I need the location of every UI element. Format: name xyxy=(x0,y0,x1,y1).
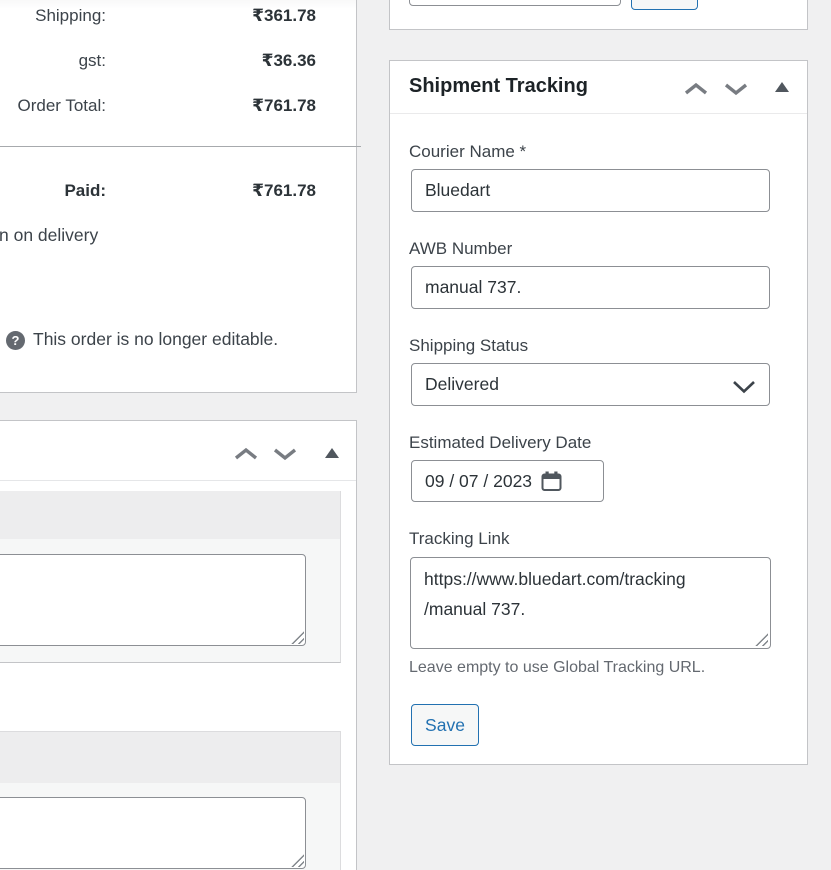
field-value-textarea-1[interactable] xyxy=(0,554,306,646)
chevron-down-icon xyxy=(732,378,756,399)
totals-divider xyxy=(0,146,361,147)
move-down-icon[interactable] xyxy=(272,446,298,462)
order-not-editable-notice: This order is no longer editable. xyxy=(33,329,279,349)
shipping-value: ₹361.78 xyxy=(252,6,316,25)
top-action-button[interactable] xyxy=(631,0,698,10)
field-value-textarea-2[interactable] xyxy=(0,797,306,869)
fields-table-header-2 xyxy=(0,732,340,783)
delivery-date-label: Estimated Delivery Date xyxy=(409,433,592,452)
order-total-value: ₹761.78 xyxy=(252,96,316,115)
left-metabox-header xyxy=(0,421,356,481)
delivery-date-value: 09 / 07 / 2023 xyxy=(425,470,533,491)
order-totals-panel: Shipping: ₹361.78 gst: ₹36.36 Order Tota… xyxy=(0,0,361,393)
delivery-date-input[interactable]: 09 / 07 / 2023 xyxy=(411,460,604,502)
shipping-label: Shipping: xyxy=(35,6,106,25)
shipping-status-value: Delivered xyxy=(425,374,499,394)
calendar-icon[interactable] xyxy=(541,471,562,492)
shipping-status-select[interactable]: Delivered xyxy=(411,363,770,406)
panel-title: Shipment Tracking xyxy=(409,75,588,97)
fields-table-header xyxy=(0,491,340,539)
shipment-tracking-panel: Shipment Tracking Courier Name * AWB Num… xyxy=(389,60,808,765)
move-up-icon[interactable] xyxy=(233,446,259,462)
order-total-label: Order Total: xyxy=(17,96,106,115)
collapse-toggle-icon[interactable] xyxy=(325,448,339,458)
awb-number-input[interactable] xyxy=(411,266,770,309)
collapse-toggle-icon[interactable] xyxy=(775,82,789,92)
tracking-link-help-text: Leave empty to use Global Tracking URL. xyxy=(409,659,706,676)
shipment-tracking-header: Shipment Tracking xyxy=(390,61,807,114)
gst-value: ₹36.36 xyxy=(261,51,316,70)
help-icon[interactable]: ? xyxy=(6,331,25,350)
move-down-icon[interactable] xyxy=(723,81,749,97)
top-text-input[interactable] xyxy=(409,0,621,6)
courier-name-input[interactable] xyxy=(411,169,770,212)
tracking-link-line1: https://www.bluedart.com/tracking xyxy=(424,569,686,589)
left-metabox-panel xyxy=(0,420,357,870)
move-up-icon[interactable] xyxy=(683,81,709,97)
tracking-link-textarea[interactable]: https://www.bluedart.com/tracking /manua… xyxy=(410,557,771,649)
resize-handle-icon[interactable] xyxy=(755,633,768,646)
courier-name-label: Courier Name * xyxy=(409,142,527,161)
save-button[interactable]: Save xyxy=(411,704,479,746)
shipping-status-label: Shipping Status xyxy=(409,336,529,355)
paid-value: ₹761.78 xyxy=(252,181,316,200)
right-top-panel xyxy=(389,0,808,30)
tracking-link-label: Tracking Link xyxy=(409,529,510,548)
tracking-link-line2: /manual 737. xyxy=(424,599,526,619)
awb-number-label: AWB Number xyxy=(409,239,513,258)
paid-label: Paid: xyxy=(64,181,106,200)
gst-label: gst: xyxy=(78,51,106,70)
payment-method-text: n on delivery xyxy=(0,225,99,245)
